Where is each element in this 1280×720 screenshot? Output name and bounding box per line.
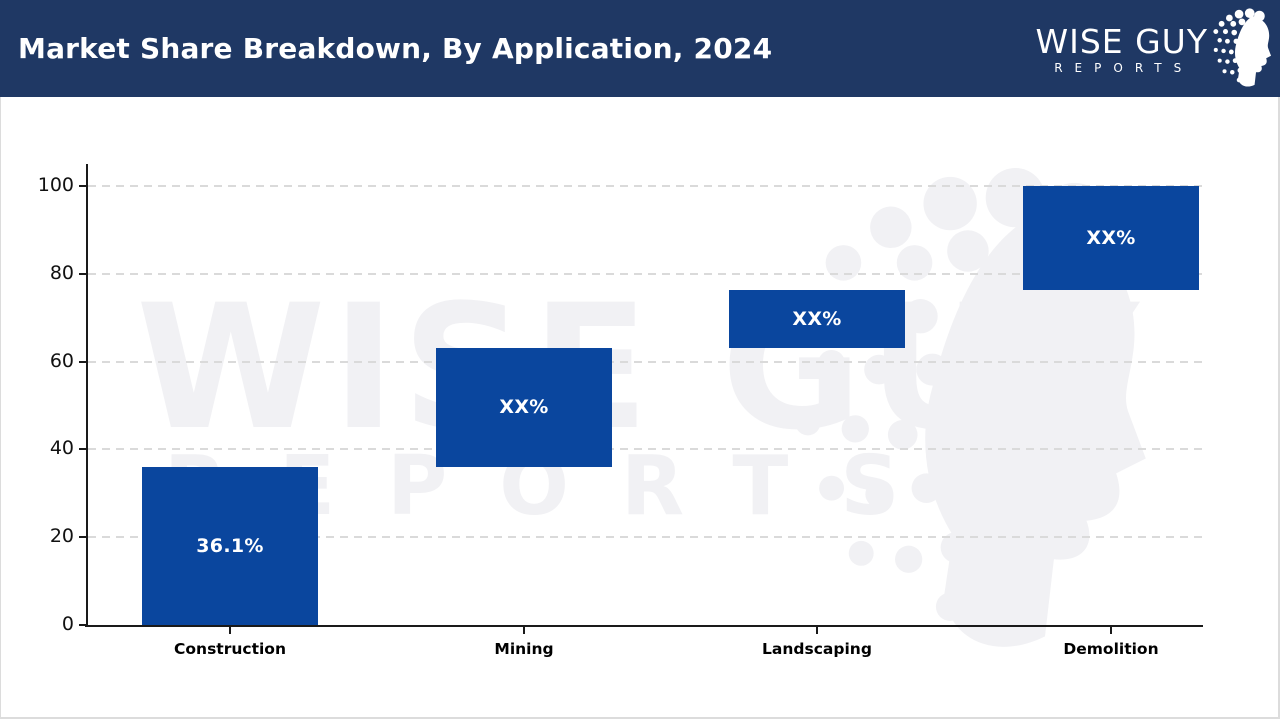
y-tick-mark — [79, 448, 87, 451]
x-category-label: Demolition — [1063, 640, 1159, 658]
figure-left-border — [0, 97, 1, 718]
bar-landscaping: XX% — [729, 289, 905, 348]
gridline-40 — [88, 448, 1203, 451]
gridline-20 — [88, 536, 1203, 539]
y-tick-mark — [79, 185, 87, 187]
y-tick-mark — [79, 624, 87, 626]
wise-guy-logo: WISE GUY REPORTS — [1035, 4, 1272, 94]
bar-mining: XX% — [436, 347, 612, 467]
x-tick-mark — [1110, 627, 1112, 634]
y-tick-label: 40 — [49, 437, 74, 460]
logo-subtext: REPORTS — [1054, 60, 1194, 75]
bar-value-label: XX% — [792, 307, 842, 330]
bar-construction: 36.1% — [142, 466, 318, 625]
bar-value-label: XX% — [1086, 226, 1136, 249]
page-title: Market Share Breakdown, By Application, … — [18, 32, 773, 65]
logo-text: WISE GUY REPORTS — [1035, 25, 1208, 74]
header-bar: Market Share Breakdown, By Application, … — [0, 0, 1280, 97]
figure-right-border — [1278, 97, 1280, 718]
gridline-100 — [88, 185, 1203, 187]
x-axis-spine — [85, 625, 1203, 627]
x-category-label: Landscaping — [762, 640, 872, 658]
y-tick-label: 60 — [49, 349, 74, 372]
y-tick-mark — [79, 272, 87, 275]
x-tick-mark — [816, 627, 818, 634]
gridline-80 — [88, 272, 1203, 275]
y-tick-label: 0 — [61, 613, 74, 635]
y-axis-spine — [86, 164, 88, 627]
y-tick-mark — [79, 360, 87, 363]
logo-face-icon — [1213, 8, 1272, 87]
figure-bottom-border — [0, 717, 1280, 719]
y-tick-label: 80 — [49, 261, 74, 284]
bar-value-label: 36.1% — [196, 534, 264, 557]
bar-value-label: XX% — [499, 396, 549, 419]
x-tick-mark — [229, 627, 231, 634]
gridline-60 — [88, 360, 1203, 363]
x-tick-mark — [523, 627, 525, 634]
y-tick-mark — [79, 536, 87, 539]
x-category-label: Mining — [494, 640, 554, 658]
y-tick-label: 20 — [49, 525, 74, 548]
bar-demolition: XX% — [1023, 186, 1199, 290]
x-category-label: Construction — [174, 640, 286, 658]
chart-area: WISE GUY REPORTS 0 20 40 60 80 100 36.1% XX% XX%… — [0, 97, 1280, 720]
logo-wordmark: WISE GUY — [1035, 21, 1208, 61]
y-tick-label: 100 — [37, 174, 74, 196]
